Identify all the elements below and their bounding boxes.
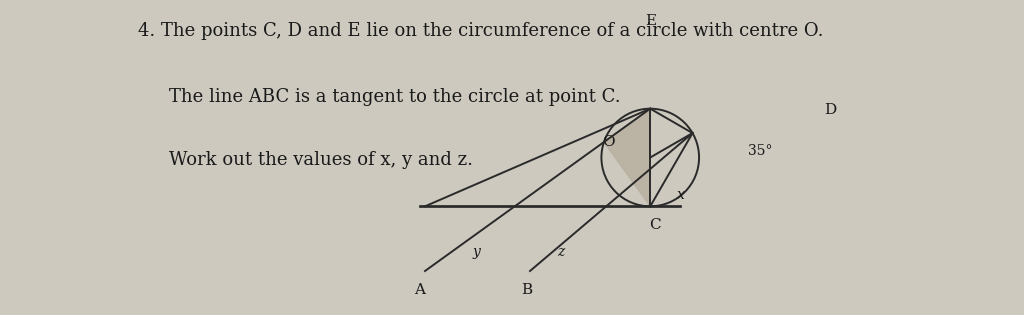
Text: Work out the values of x, y and z.: Work out the values of x, y and z. [169, 151, 473, 169]
Text: D: D [824, 103, 837, 117]
Text: E: E [645, 14, 655, 28]
Text: y: y [472, 245, 480, 259]
Text: B: B [521, 283, 532, 297]
Polygon shape [604, 109, 650, 206]
Text: z: z [557, 245, 565, 259]
Text: x: x [677, 188, 685, 202]
Text: C: C [649, 218, 662, 232]
Text: O: O [602, 135, 614, 149]
Text: The line ABC is a tangent to the circle at point C.: The line ABC is a tangent to the circle … [169, 88, 621, 106]
Text: 35°: 35° [748, 144, 772, 158]
Text: 4. The points C, D and E lie on the circumference of a circle with centre O.: 4. The points C, D and E lie on the circ… [138, 22, 823, 40]
Text: A: A [415, 283, 426, 297]
